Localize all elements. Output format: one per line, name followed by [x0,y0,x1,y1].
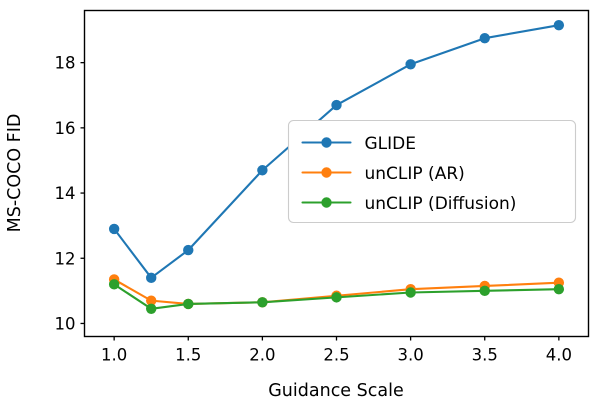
legend-label-0: GLIDE [365,134,417,154]
legend-frame [287,119,577,224]
chart-legend: GLIDE unCLIP (AR) unCLIP (Diffusion) [287,119,577,224]
data-point [108,279,120,290]
data-point [108,223,120,235]
data-point [146,303,157,314]
data-point [146,295,157,306]
y-tick-label: 18 [55,54,76,73]
data-point [553,19,565,31]
legend-marker-0 [321,137,332,148]
y-tick-label: 16 [55,119,76,138]
data-point [146,272,157,284]
data-point [183,244,194,256]
x-tick-label: 1.0 [101,346,127,365]
y-tick-label: 10 [55,314,76,333]
x-tick-label: 2.0 [249,346,275,365]
x-axis-title: Guidance Scale [268,381,403,401]
data-point [331,292,342,303]
y-tick-label: 14 [55,184,76,203]
y-tick-label: 12 [55,249,76,268]
x-tick-label: 1.5 [175,346,201,365]
data-point [405,287,416,298]
data-point [405,59,416,70]
legend-marker-1 [321,167,332,178]
x-tick-label: 3.5 [472,346,498,365]
data-point [257,297,268,308]
data-point [257,165,268,176]
x-tick-label: 3.0 [397,346,423,365]
legend-marker-2 [321,197,332,208]
y-axis-ticks: 10 12 14 16 18 [55,54,85,333]
x-tick-label: 2.5 [323,346,349,365]
data-point [479,285,490,297]
data-point [479,33,490,44]
data-point [553,284,565,295]
x-axis-ticks: 1.0 1.5 2.0 2.5 3.0 3.5 4.0 [101,336,572,365]
legend-label-2: unCLIP (Diffusion) [365,194,517,214]
legend-label-1: unCLIP (AR) [365,164,465,184]
data-point [331,99,342,111]
data-point [183,298,194,310]
series-line-2 [113,283,560,310]
x-tick-label: 4.0 [546,346,572,365]
y-axis-title: MS-COCO FID [5,114,25,233]
